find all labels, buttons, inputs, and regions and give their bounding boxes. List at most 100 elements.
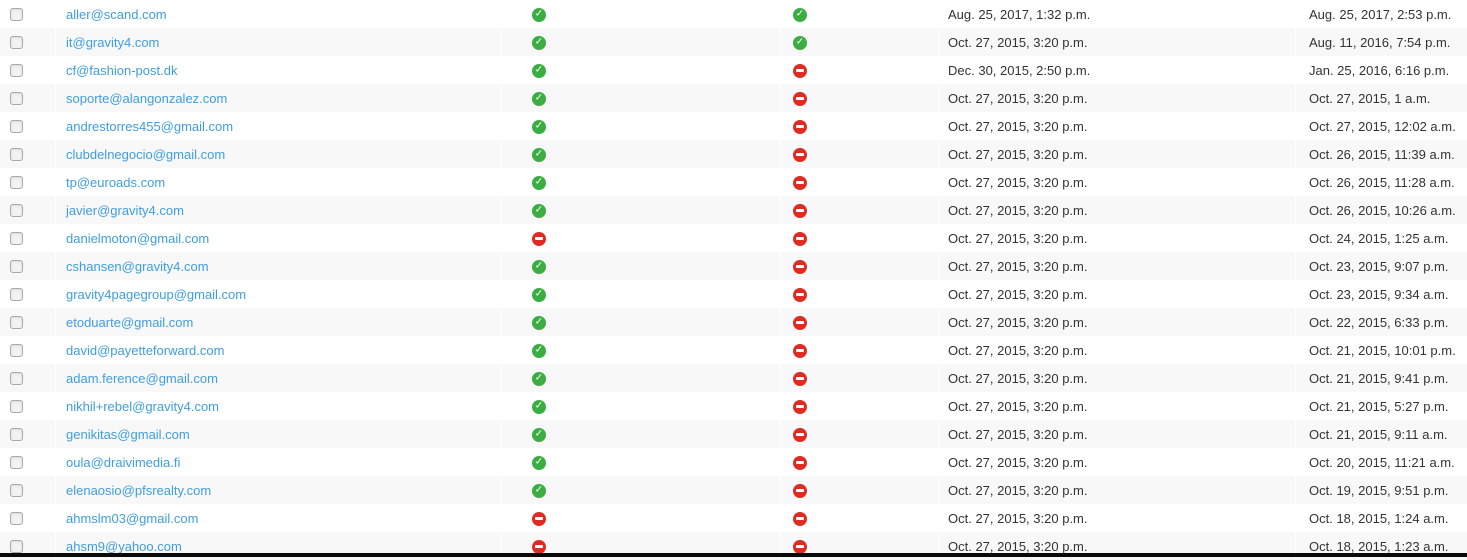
datetime-b-cell: Oct. 23, 2015, 9:07 p.m. <box>1295 252 1467 280</box>
datetime-b-cell: Oct. 20, 2015, 11:21 a.m. <box>1295 448 1467 476</box>
row-select-checkbox[interactable] <box>10 287 23 301</box>
email-link[interactable]: danielmoton@gmail.com <box>66 230 210 246</box>
row-checkbox-cell <box>0 336 55 364</box>
email-link[interactable]: gravity4pagegroup@gmail.com <box>66 286 247 302</box>
status-a-cell <box>501 112 780 140</box>
row-select-checkbox[interactable] <box>10 483 23 497</box>
row-select-checkbox[interactable] <box>10 119 23 133</box>
datetime-a-cell: Dec. 30, 2015, 2:50 p.m. <box>938 56 1295 84</box>
email-cell: oula@draivimedia.fi <box>55 448 501 476</box>
datetime-b-cell: Oct. 21, 2015, 10:01 p.m. <box>1295 336 1467 364</box>
check-circle-icon <box>532 203 546 218</box>
status-b-cell <box>780 448 938 476</box>
row-select-checkbox[interactable] <box>10 315 23 329</box>
status-b-cell <box>780 476 938 504</box>
row-select-checkbox[interactable] <box>10 511 23 525</box>
table-row: adam.ference@gmail.com Oct. 27, 2015, 3:… <box>0 364 1467 392</box>
datetime-b-cell: Oct. 26, 2015, 11:39 a.m. <box>1295 140 1467 168</box>
table-row: genikitas@gmail.com Oct. 27, 2015, 3:20 … <box>0 420 1467 448</box>
row-select-checkbox[interactable] <box>10 259 23 273</box>
email-link[interactable]: clubdelnegocio@gmail.com <box>66 146 226 162</box>
email-link[interactable]: oula@draivimedia.fi <box>66 454 181 470</box>
status-b-cell <box>780 84 938 112</box>
screenshot-bottom-edge <box>0 553 1467 557</box>
status-a-cell <box>501 224 780 252</box>
email-link[interactable]: nikhil+rebel@gravity4.com <box>66 398 220 414</box>
email-link[interactable]: cshansen@gravity4.com <box>66 258 209 274</box>
row-select-checkbox[interactable] <box>10 91 23 105</box>
row-select-checkbox[interactable] <box>10 371 23 385</box>
row-select-checkbox[interactable] <box>10 455 23 469</box>
email-link[interactable]: elenaosio@pfsrealty.com <box>66 482 212 498</box>
email-link[interactable]: it@gravity4.com <box>66 34 160 50</box>
email-link[interactable]: ahsm9@yahoo.com <box>66 538 182 554</box>
row-select-checkbox[interactable] <box>10 147 23 161</box>
datetime-b-cell: Jan. 25, 2016, 6:16 p.m. <box>1295 56 1467 84</box>
status-b-cell <box>780 56 938 84</box>
row-checkbox-cell <box>0 392 55 420</box>
table-row: andrestorres455@gmail.com Oct. 27, 2015,… <box>0 112 1467 140</box>
check-circle-icon <box>532 259 546 274</box>
check-circle-icon <box>532 175 546 190</box>
table-row: javier@gravity4.com Oct. 27, 2015, 3:20 … <box>0 196 1467 224</box>
table-row: clubdelnegocio@gmail.com Oct. 27, 2015, … <box>0 140 1467 168</box>
row-checkbox-cell <box>0 112 55 140</box>
email-link[interactable]: etoduarte@gmail.com <box>66 314 194 330</box>
email-cell: etoduarte@gmail.com <box>55 308 501 336</box>
email-link[interactable]: javier@gravity4.com <box>66 202 184 218</box>
minus-circle-icon <box>532 511 546 526</box>
row-select-checkbox[interactable] <box>10 203 23 217</box>
row-select-checkbox[interactable] <box>10 175 23 189</box>
table-row: tp@euroads.com Oct. 27, 2015, 3:20 p.m. … <box>0 168 1467 196</box>
datetime-a-cell: Oct. 27, 2015, 3:20 p.m. <box>938 308 1295 336</box>
status-a-cell <box>501 420 780 448</box>
email-link[interactable]: genikitas@gmail.com <box>66 426 190 442</box>
email-link[interactable]: david@payetteforward.com <box>66 342 225 358</box>
status-a-cell <box>501 336 780 364</box>
table-row: cf@fashion-post.dk Dec. 30, 2015, 2:50 p… <box>0 56 1467 84</box>
datetime-b-cell: Oct. 23, 2015, 9:34 a.m. <box>1295 280 1467 308</box>
datetime-b-cell: Oct. 18, 2015, 1:24 a.m. <box>1295 504 1467 532</box>
email-cell: cf@fashion-post.dk <box>55 56 501 84</box>
status-b-cell <box>780 336 938 364</box>
datetime-b-cell: Oct. 21, 2015, 5:27 p.m. <box>1295 392 1467 420</box>
status-a-cell <box>501 448 780 476</box>
row-select-checkbox[interactable] <box>10 539 23 553</box>
email-link[interactable]: andrestorres455@gmail.com <box>66 118 234 134</box>
datetime-b-cell: Oct. 19, 2015, 9:51 p.m. <box>1295 476 1467 504</box>
email-link[interactable]: aller@scand.com <box>66 6 167 22</box>
row-select-checkbox[interactable] <box>10 399 23 413</box>
datetime-b-cell: Oct. 22, 2015, 6:33 p.m. <box>1295 308 1467 336</box>
table-row: danielmoton@gmail.com Oct. 27, 2015, 3:2… <box>0 224 1467 252</box>
row-checkbox-cell <box>0 168 55 196</box>
email-link[interactable]: ahmslm03@gmail.com <box>66 510 199 526</box>
status-b-cell <box>780 392 938 420</box>
email-link[interactable]: soporte@alangonzalez.com <box>66 90 228 106</box>
status-b-cell <box>780 420 938 448</box>
check-circle-icon <box>532 63 546 78</box>
row-select-checkbox[interactable] <box>10 343 23 357</box>
row-select-checkbox[interactable] <box>10 427 23 441</box>
status-a-cell <box>501 280 780 308</box>
email-link[interactable]: cf@fashion-post.dk <box>66 62 178 78</box>
row-checkbox-cell <box>0 140 55 168</box>
email-link[interactable]: adam.ference@gmail.com <box>66 370 218 386</box>
row-select-checkbox[interactable] <box>10 231 23 245</box>
row-checkbox-cell <box>0 252 55 280</box>
minus-circle-icon <box>793 91 807 106</box>
datetime-a-cell: Oct. 27, 2015, 3:20 p.m. <box>938 420 1295 448</box>
row-select-checkbox[interactable] <box>10 35 23 49</box>
minus-circle-icon <box>793 203 807 218</box>
email-cell: genikitas@gmail.com <box>55 420 501 448</box>
table-row: aller@scand.com Aug. 25, 2017, 1:32 p.m.… <box>0 0 1467 28</box>
row-select-checkbox[interactable] <box>10 7 23 21</box>
email-link[interactable]: tp@euroads.com <box>66 174 166 190</box>
datetime-a-cell: Oct. 27, 2015, 3:20 p.m. <box>938 448 1295 476</box>
status-a-cell <box>501 56 780 84</box>
row-select-checkbox[interactable] <box>10 63 23 77</box>
email-cell: it@gravity4.com <box>55 28 501 56</box>
status-b-cell <box>780 168 938 196</box>
email-cell: aller@scand.com <box>55 0 501 28</box>
